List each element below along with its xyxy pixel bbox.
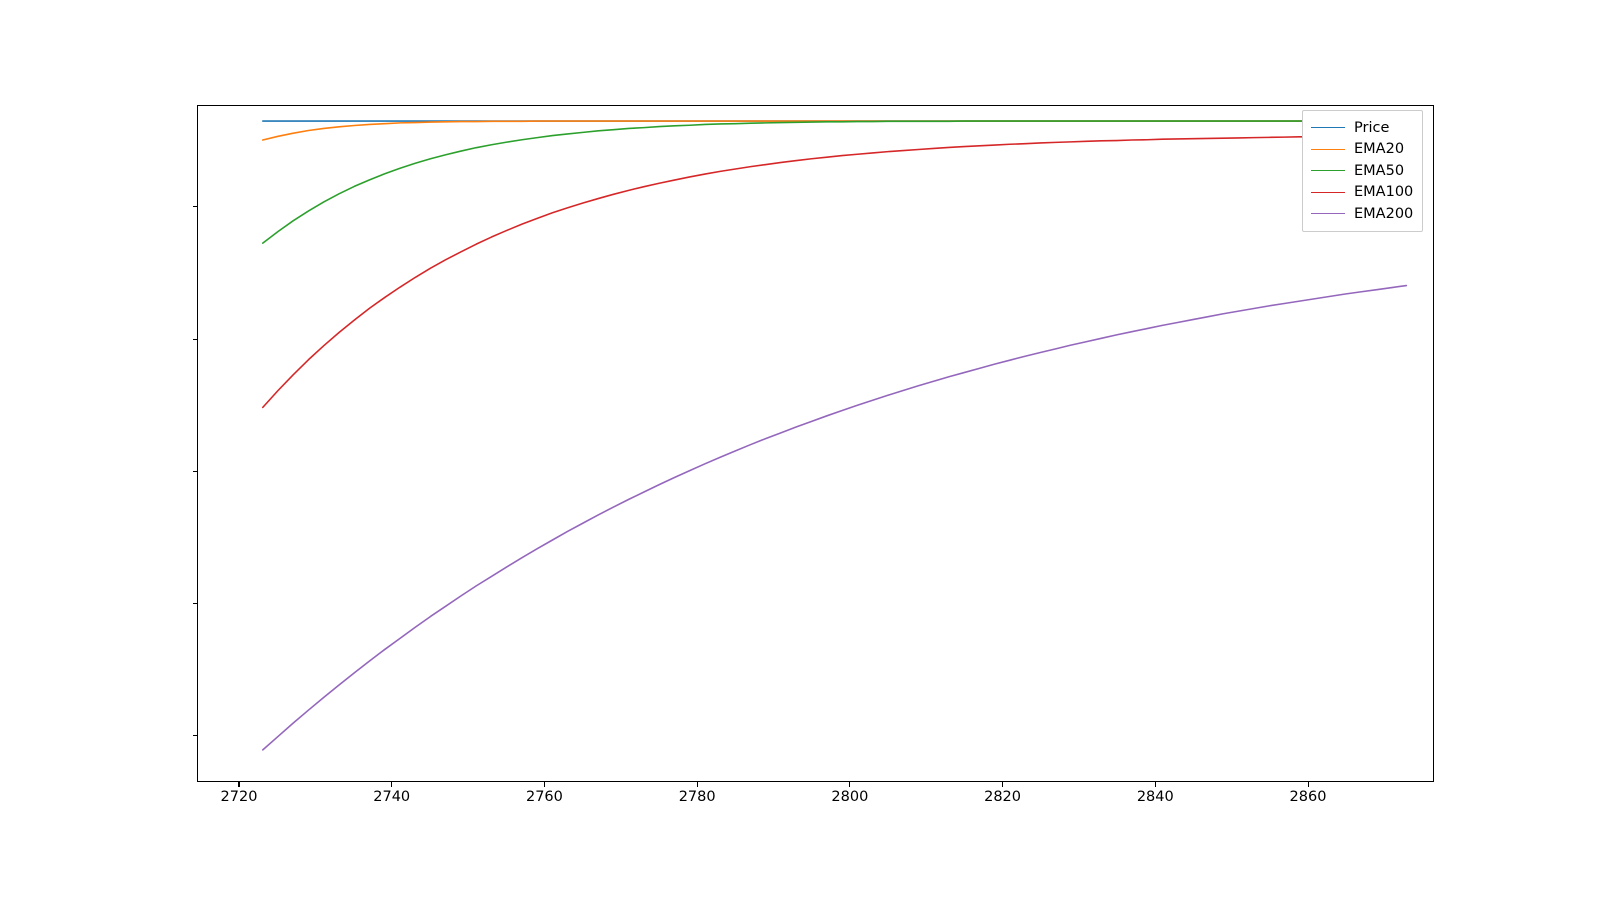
x-tick-label: 2860	[1289, 789, 1327, 805]
x-tick-label: 2840	[1136, 789, 1174, 805]
y-tick-mark	[192, 735, 197, 737]
chart-legend: Price EMA20 EMA50 EMA100 EMA200	[1302, 110, 1424, 232]
legend-label: EMA200	[1354, 205, 1414, 222]
legend-label: EMA50	[1354, 162, 1405, 179]
plot-axes	[197, 105, 1434, 782]
legend-entry-ema50: EMA50	[1311, 160, 1413, 182]
x-tick-label: 2820	[984, 789, 1022, 805]
x-tick-label: 2740	[373, 789, 411, 805]
x-tick-mark	[543, 782, 546, 787]
legend-label: Price	[1354, 119, 1390, 136]
x-tick-label: 2780	[678, 789, 716, 805]
legend-color-swatch	[1311, 213, 1345, 215]
y-tick-mark	[192, 470, 197, 472]
x-tick-mark	[238, 782, 240, 787]
x-tick-mark	[391, 782, 393, 787]
legend-entry-ema100: EMA100	[1311, 182, 1413, 204]
x-tick-label: 2720	[220, 789, 258, 805]
plot-lines-svg	[198, 106, 1433, 781]
series-line-ema200	[263, 286, 1407, 750]
x-tick-mark	[849, 782, 851, 787]
x-tick-mark	[1307, 782, 1309, 787]
y-tick-mark	[192, 206, 197, 208]
series-line-ema50	[263, 121, 1407, 243]
x-tick-mark	[696, 782, 698, 787]
y-tick-mark	[192, 602, 197, 605]
legend-color-swatch	[1311, 170, 1345, 172]
legend-color-swatch	[1311, 127, 1345, 129]
x-tick-label: 2760	[525, 789, 563, 805]
y-tick-mark	[192, 338, 197, 340]
legend-entry-ema20: EMA20	[1311, 139, 1413, 161]
legend-label: EMA100	[1354, 184, 1414, 200]
x-tick-mark	[1154, 782, 1156, 787]
legend-entry-price: Price	[1311, 117, 1413, 139]
legend-color-swatch	[1311, 191, 1345, 193]
x-tick-label: 2800	[831, 789, 869, 805]
legend-entry-ema200: EMA200	[1311, 203, 1413, 225]
legend-label: EMA20	[1354, 141, 1405, 157]
legend-color-swatch	[1311, 148, 1345, 150]
series-line-ema20	[263, 121, 1407, 140]
x-tick-mark	[1002, 782, 1004, 787]
series-line-ema100	[263, 136, 1407, 408]
